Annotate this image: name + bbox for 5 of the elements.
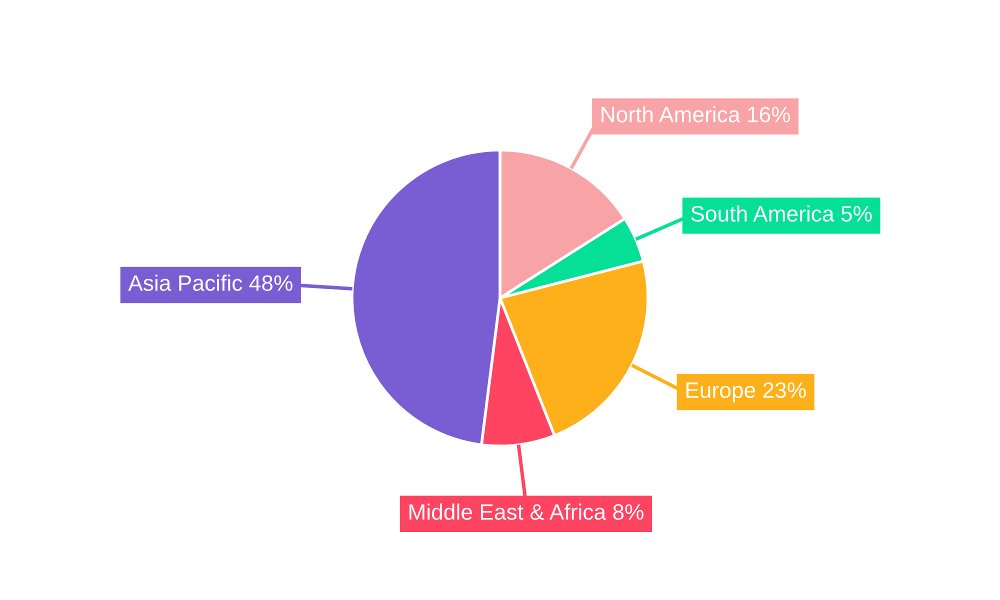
- slice-label: Asia Pacific 48%: [128, 274, 292, 291]
- slice-label: South America 5%: [691, 205, 872, 222]
- slice-label: North America 16%: [602, 106, 790, 122]
- slice-label: Europe 23%: [686, 382, 806, 402]
- slice-label: Middle East & Africa 8%: [410, 504, 644, 520]
